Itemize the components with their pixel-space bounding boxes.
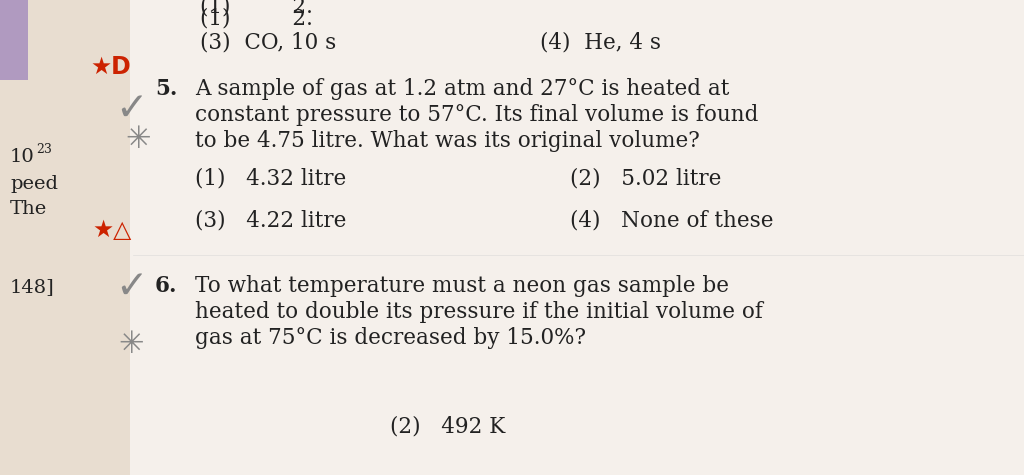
Text: ✓: ✓ xyxy=(115,268,147,306)
Text: 10: 10 xyxy=(10,148,35,166)
Text: gas at 75°C is decreased by 15.0%?: gas at 75°C is decreased by 15.0%? xyxy=(195,327,586,349)
Text: heated to double its pressure if the initial volume of: heated to double its pressure if the ini… xyxy=(195,301,763,323)
Text: (1)         2.: (1) 2. xyxy=(200,0,313,17)
Text: (1)   4.32 litre: (1) 4.32 litre xyxy=(195,168,346,190)
Text: A sample of gas at 1.2 atm and 27°C is heated at: A sample of gas at 1.2 atm and 27°C is h… xyxy=(195,78,729,100)
Bar xyxy=(0,0,130,475)
Text: 23: 23 xyxy=(36,143,52,156)
Text: (1)         2.: (1) 2. xyxy=(200,8,313,30)
Text: ★D: ★D xyxy=(90,55,131,79)
Text: (2)   5.02 litre: (2) 5.02 litre xyxy=(570,168,721,190)
Text: (3)   4.22 litre: (3) 4.22 litre xyxy=(195,210,346,232)
Text: 148]: 148] xyxy=(10,278,54,296)
Text: constant pressure to 57°C. Its final volume is found: constant pressure to 57°C. Its final vol… xyxy=(195,104,759,126)
Text: (3)  CO, 10 s: (3) CO, 10 s xyxy=(200,32,336,54)
Text: ✳: ✳ xyxy=(125,125,151,154)
Bar xyxy=(130,0,1024,475)
FancyBboxPatch shape xyxy=(0,0,28,80)
Text: ★△: ★△ xyxy=(92,218,131,242)
Text: (2)   492 K: (2) 492 K xyxy=(390,415,505,437)
Text: 6.: 6. xyxy=(155,275,177,297)
Text: ✓: ✓ xyxy=(115,90,147,128)
Text: peed: peed xyxy=(10,175,58,193)
Text: ✳: ✳ xyxy=(118,330,143,359)
Text: To what temperature must a neon gas sample be: To what temperature must a neon gas samp… xyxy=(195,275,729,297)
Text: to be 4.75 litre. What was its original volume?: to be 4.75 litre. What was its original … xyxy=(195,130,699,152)
Text: 5.: 5. xyxy=(155,78,177,100)
Text: (4)   None of these: (4) None of these xyxy=(570,210,773,232)
Text: (4)  He, 4 s: (4) He, 4 s xyxy=(540,32,662,54)
Text: The: The xyxy=(10,200,47,218)
